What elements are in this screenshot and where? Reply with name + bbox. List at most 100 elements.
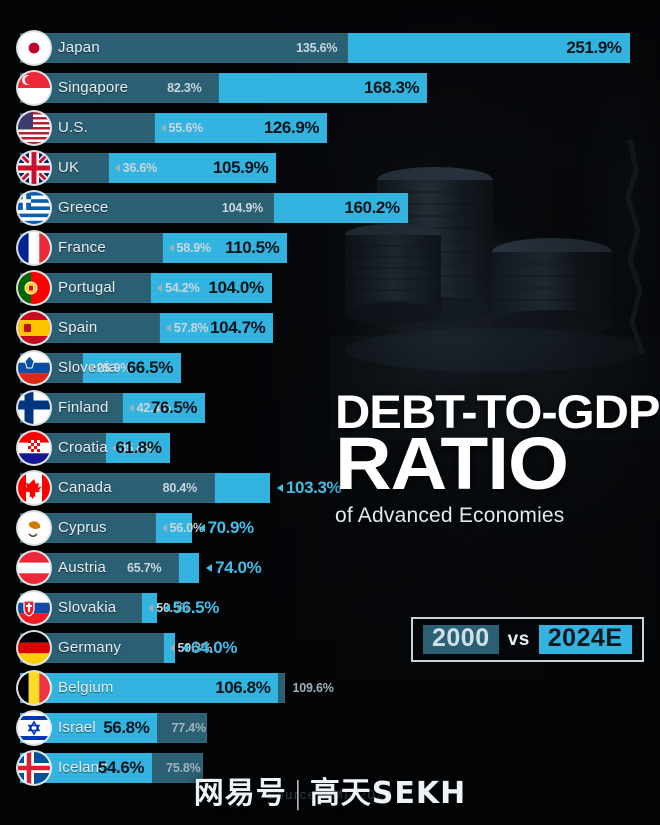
bar-track — [20, 73, 428, 103]
country-label: Cyprus — [58, 519, 107, 536]
bar-track — [20, 153, 277, 183]
value-label-2000: 104.9% — [221, 201, 264, 215]
chart-row: Cyprus 56.0% 70.9% — [18, 512, 254, 544]
chart-row: UK 36.6% 105.9% — [18, 152, 277, 184]
country-label: Germany — [58, 639, 122, 656]
value-label-2024e: 168.3% — [364, 78, 420, 97]
value-label-2024e: 160.2% — [344, 198, 400, 217]
flag-slovakia-icon — [18, 592, 50, 624]
bar-track — [20, 473, 270, 503]
value-label-2024e: 106.8% — [215, 678, 271, 697]
value-label-2024e: 110.5% — [225, 238, 280, 257]
value-label-2000: 58.9% — [168, 233, 211, 263]
chart-row: U.S. 55.6% 126.9% — [18, 112, 328, 144]
country-label: Slovakia — [58, 599, 117, 616]
chart-row: Iceland 75.8% 54.6% — [18, 752, 204, 784]
value-label-2000: 36.6% — [114, 153, 157, 183]
country-label: Greece — [58, 199, 109, 216]
chart-row: Canada 80.4% 103.3% — [18, 472, 342, 504]
value-label-2024e: 56.5% — [163, 593, 219, 623]
chart-row: Croatia 35.4% 61.8% — [18, 432, 170, 464]
flag-portugal-icon — [18, 272, 50, 304]
value-label-2000: 109.6% — [292, 681, 334, 695]
chart-row: Finland 42.4% 76.5% — [18, 392, 206, 424]
chart-row: Israel 77.4% 56.8% — [18, 712, 208, 744]
value-label-2024e: 104.0% — [208, 278, 264, 297]
flag-japan-icon — [18, 32, 50, 64]
flag-belgium-icon — [18, 672, 50, 704]
chart-row: France 58.9% 110.5% — [18, 232, 288, 264]
country-label: Belgium — [58, 679, 114, 696]
flag-germany-icon — [18, 632, 50, 664]
country-label: Canada — [58, 479, 112, 496]
country-label: UK — [58, 159, 80, 176]
value-label-2000: 77.4% — [171, 721, 206, 735]
value-label-2000: 55.6% — [160, 113, 203, 143]
country-label: Singapore — [58, 79, 129, 96]
flag-israel-icon — [18, 712, 50, 744]
value-label-2024e: 104.7% — [210, 318, 266, 337]
page-title-line-2: RATIO — [335, 422, 569, 506]
flag-spain-icon — [18, 312, 50, 344]
flag-usa-icon — [18, 112, 50, 144]
page-subtitle: of Advanced Economies — [335, 503, 565, 527]
legend-swatch-2024e: 2024E — [538, 625, 632, 654]
bar-segment-2000 — [20, 73, 220, 103]
flag-slovenia-icon — [18, 352, 50, 384]
flag-cyprus-icon — [18, 512, 50, 544]
flag-france-icon — [18, 232, 50, 264]
country-label: Japan — [58, 39, 100, 56]
chart-row: Slovakia 50.5% 56.5% — [18, 592, 219, 624]
value-label-2024e: 74.0% — [206, 553, 262, 583]
value-label-2024e: 56.8% — [103, 718, 150, 737]
legend-swatch-2000: 2000 — [423, 625, 499, 654]
bar-track — [20, 673, 286, 703]
value-label-2024e: 64.0% — [181, 633, 237, 663]
value-label-2000: 82.3% — [167, 81, 202, 95]
value-label-2024e: 76.5% — [150, 398, 198, 417]
chart-row: Japan 135.6% 251.9% — [18, 32, 630, 64]
flag-croatia-icon — [18, 432, 50, 464]
chart-row: Spain 57.8% 104.7% — [18, 312, 274, 344]
flag-greece-icon — [18, 192, 50, 224]
bar-segment-2000 — [20, 33, 349, 63]
watermark-brand: 网易号 — [193, 776, 287, 811]
watermark: 网易号 | 高天SEKH — [0, 768, 660, 812]
value-label-2000: 57.8% — [165, 313, 209, 343]
legend-vs-label: vs — [507, 628, 530, 650]
value-label-2024e: 251.9% — [566, 38, 622, 57]
country-label: Finland — [58, 399, 109, 416]
country-label: France — [58, 239, 106, 256]
flag-uk-icon — [18, 152, 50, 184]
legend: 2000 vs 2024E — [411, 617, 644, 662]
title-block: DEBT-TO-GDP RATIO of Advanced Economies — [335, 388, 660, 528]
bar-segment-2000 — [20, 473, 215, 503]
value-label-2000: 65.7% — [126, 561, 162, 575]
chart-row: Belgium 109.6% 106.8% — [18, 672, 334, 704]
watermark-separator: | — [292, 776, 304, 811]
value-label-2024e: 61.8% — [115, 438, 162, 457]
value-label-2024e: 126.9% — [263, 118, 320, 137]
value-label-2024e: 105.9% — [213, 158, 269, 177]
chart-row: Singapore 82.3% 168.3% — [18, 72, 428, 104]
flag-austria-icon — [18, 552, 50, 584]
flag-singapore-icon — [18, 72, 50, 104]
bar-track — [20, 273, 272, 303]
bar-track — [20, 33, 630, 63]
watermark-author: 高天SEKH — [309, 776, 467, 811]
chart-row: Greece 104.9% 160.2% — [18, 192, 408, 224]
value-label-2000: 54.2% — [157, 273, 200, 303]
value-label-2024e: 70.9% — [198, 513, 254, 543]
flag-canada-icon — [18, 472, 50, 504]
flag-finland-icon — [18, 392, 50, 424]
chart-row: Slovenia 25.9% 66.5% — [18, 352, 181, 384]
country-label: Austria — [58, 559, 107, 576]
bar-segment-2000 — [20, 193, 274, 223]
bar-track — [20, 193, 408, 223]
value-label-2000: 135.6% — [296, 41, 338, 55]
value-label-2024e: 66.5% — [126, 358, 174, 377]
country-label: Portugal — [58, 279, 116, 296]
bar-segment-2024e — [20, 673, 279, 703]
country-label: Spain — [58, 319, 98, 336]
